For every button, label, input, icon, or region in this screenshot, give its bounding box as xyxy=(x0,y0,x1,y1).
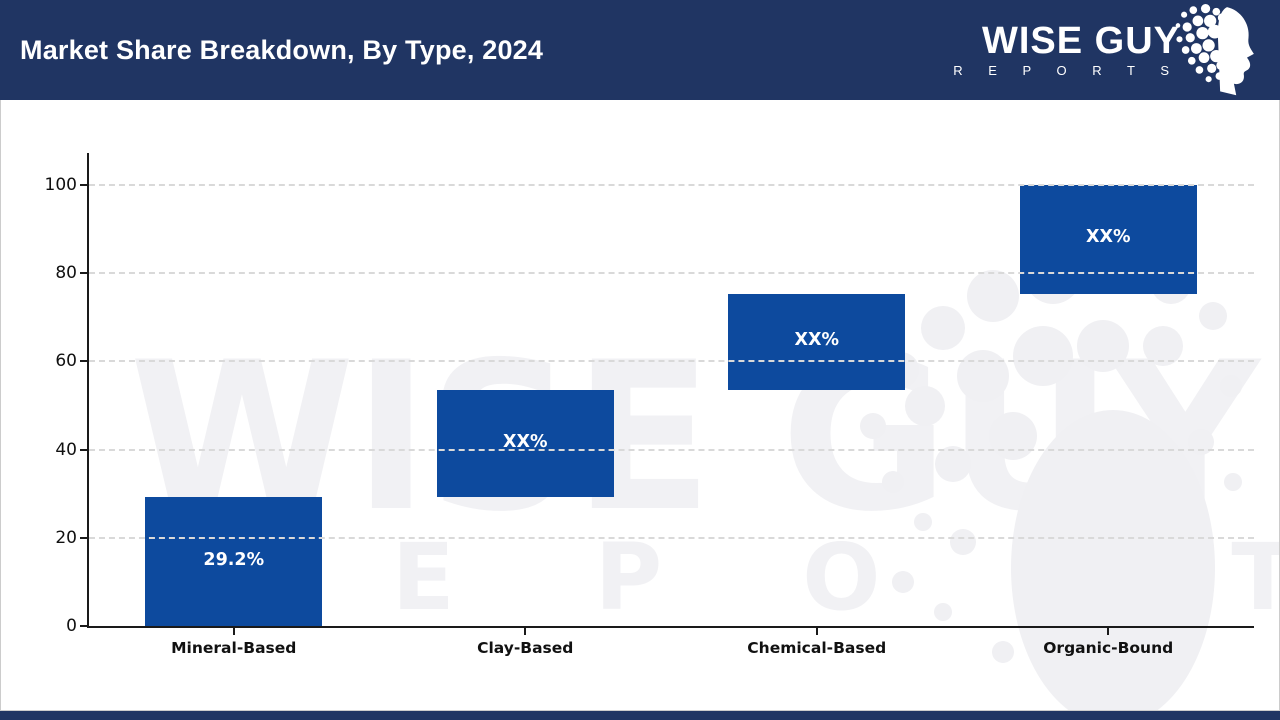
bar-value-label: XX% xyxy=(1085,227,1131,248)
x-axis-tick xyxy=(815,628,818,635)
bar-segment-mineral-based xyxy=(145,497,323,626)
x-axis-category-label: Clay-Based xyxy=(477,639,574,657)
y-axis-tick xyxy=(80,184,87,186)
plot-area: 0 20 40 60 80 100 29.2% Mineral-Based XX% Clay-Ba… xyxy=(1,100,1279,710)
y-axis-tick xyxy=(80,360,87,363)
y-axis-tick xyxy=(80,625,87,627)
footer-bar xyxy=(0,711,1280,720)
bar-value-label: XX% xyxy=(794,329,840,350)
x-axis-tick xyxy=(1107,628,1110,635)
logo-wordmark-line1: WISE GUY xyxy=(981,19,1180,62)
header-banner: Market Share Breakdown, By Type, 2024 WI… xyxy=(0,0,1280,100)
chart-canvas: WISE GUY R E P O R T S 02040608010029.2%… xyxy=(0,100,1280,711)
y-axis-tick-label: 100 xyxy=(44,175,77,195)
bar-value-label: 29.2% xyxy=(203,549,265,570)
y-gridline xyxy=(89,272,1254,275)
y-axis-tick-label: 80 xyxy=(55,263,77,284)
y-axis-tick xyxy=(80,448,87,451)
bar-segment-organic-bound xyxy=(1019,185,1197,294)
y-gridline xyxy=(89,536,1254,539)
bar-value-label: XX% xyxy=(502,431,548,452)
y-gridline xyxy=(89,360,1254,363)
y-gridline xyxy=(89,448,1254,451)
y-axis-tick xyxy=(80,272,87,275)
y-axis-line xyxy=(87,153,89,628)
y-axis-tick-label: 20 xyxy=(55,527,77,548)
y-axis-tick xyxy=(80,536,87,539)
bar-segment-chemical-based xyxy=(728,293,906,391)
y-axis-tick-label: 0 xyxy=(66,616,77,636)
wise-guy-logo: WISE GUY R E P O R T S xyxy=(947,4,1262,96)
y-gridline xyxy=(89,184,1254,186)
dotted-face-profile-icon xyxy=(1175,4,1254,96)
x-axis-tick xyxy=(232,628,235,635)
chart-title: Market Share Breakdown, By Type, 2024 xyxy=(20,34,544,65)
logo-wordmark: WISE GUY R E P O R T S xyxy=(947,22,1180,79)
x-axis-line xyxy=(87,626,1254,628)
x-axis-category-label: Organic-Bound xyxy=(1043,639,1174,657)
logo-wordmark-line2: R E P O R T S xyxy=(953,62,1180,78)
y-axis-tick-label: 60 xyxy=(55,351,77,372)
x-axis-category-label: Mineral-Based xyxy=(171,639,297,657)
bar-segment-clay-based xyxy=(436,390,614,498)
x-axis-tick xyxy=(524,628,527,635)
y-axis-tick-label: 40 xyxy=(55,439,77,460)
x-axis-category-label: Chemical-Based xyxy=(747,639,887,657)
